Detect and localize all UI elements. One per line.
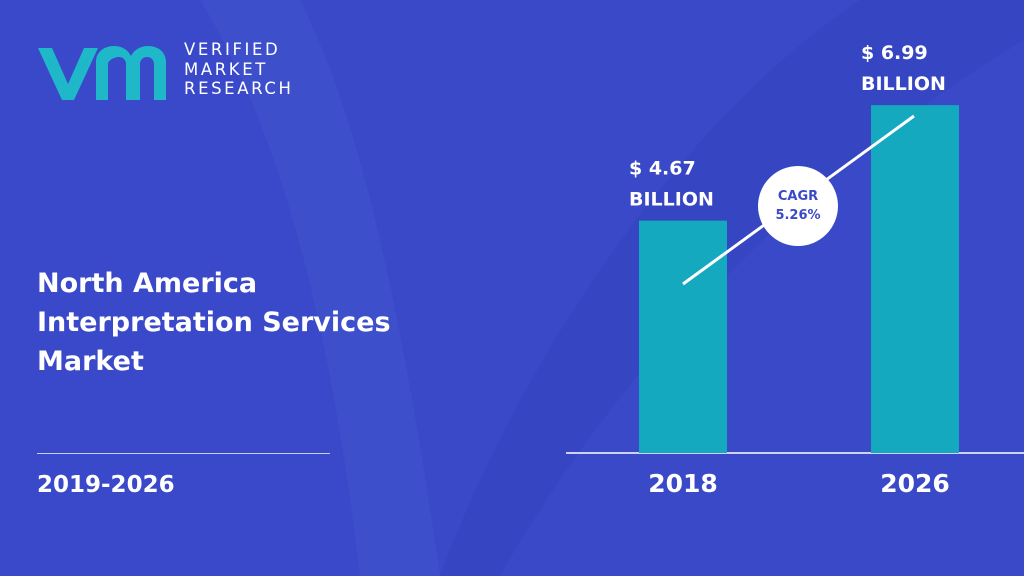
vmr-logo-icon <box>38 46 166 100</box>
data-label-value-2026: $ 6.99 <box>861 42 928 64</box>
title-line-2: Interpretation Services <box>37 307 391 338</box>
brand-logo: VERIFIED MARKET RESEARCH <box>34 38 334 108</box>
cagr-label: CAGR <box>778 189 818 204</box>
x-tick-label-2018: 2018 <box>648 469 718 498</box>
title-line-3: Market <box>37 346 144 377</box>
forecast-period: 2019-2026 <box>37 472 175 498</box>
x-tick-label-2026: 2026 <box>880 469 950 498</box>
title-divider <box>37 453 330 454</box>
brand-line-research: RESEARCH <box>184 79 294 98</box>
cagr-badge <box>758 166 838 246</box>
brand-line-market: MARKET <box>184 59 268 79</box>
bar-2018 <box>639 220 727 453</box>
brand-line-verified: VERIFIED <box>184 40 281 59</box>
data-label-unit-2018: BILLION <box>629 189 714 211</box>
brand-name: VERIFIED MARKET RESEARCH <box>184 40 354 99</box>
bar-2026 <box>871 105 959 453</box>
data-label-value-2018: $ 4.67 <box>629 158 696 180</box>
title-line-1: North America <box>37 268 258 299</box>
data-label-unit-2026: BILLION <box>861 73 946 95</box>
cagr-value: 5.26% <box>775 208 820 223</box>
report-title: North America Interpretation Services Ma… <box>37 264 417 381</box>
